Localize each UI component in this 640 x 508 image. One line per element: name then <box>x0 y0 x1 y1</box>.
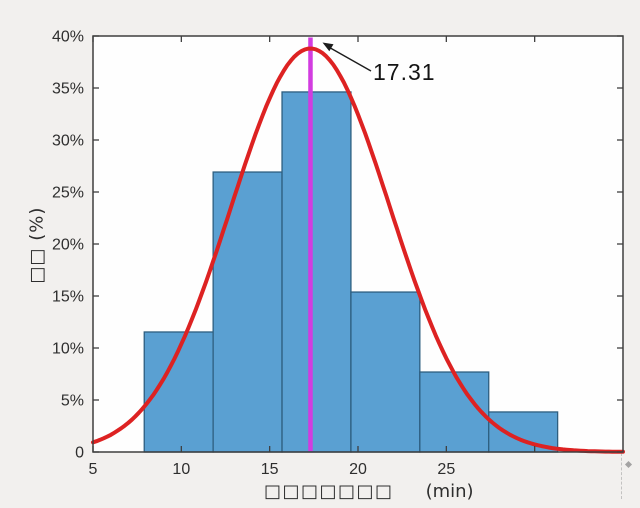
histogram-bar <box>212 171 283 453</box>
x-tick-label: 25 <box>437 461 455 478</box>
y-tick-label: 20% <box>52 237 84 254</box>
x-tick-label: 20 <box>349 461 367 478</box>
y-tick-label: 15% <box>52 289 84 306</box>
y-tick-label: 5% <box>61 393 84 410</box>
x-axis-label: □□□□□□□ (min) <box>264 481 474 502</box>
mouse-cursor-artifact <box>621 453 633 499</box>
x-tick-label: 15 <box>261 461 279 478</box>
x-tick-label: 5 <box>89 461 98 478</box>
y-tick-label: 35% <box>52 81 84 98</box>
annotation-arrow-line <box>329 46 372 72</box>
y-tick-label: 40% <box>52 29 84 46</box>
normal-fit-curve <box>91 46 625 454</box>
histogram-bar <box>281 91 352 453</box>
y-axis-label: □□ (%) <box>27 207 48 284</box>
y-tick-label: 0 <box>75 445 84 462</box>
cursor-dot <box>624 460 633 469</box>
annotation-arrowhead <box>322 42 334 52</box>
y-tick-label: 30% <box>52 133 84 150</box>
mean-value-annotation: 17.31 <box>373 59 436 85</box>
x-tick-label: 10 <box>172 461 190 478</box>
y-tick-label: 25% <box>52 185 84 202</box>
x-axis-label-unit: (min) <box>425 481 474 502</box>
histogram-bar <box>419 371 490 453</box>
y-tick-label: 10% <box>52 341 84 358</box>
y-axis-label-text: □□ (%) <box>26 206 48 284</box>
histogram-bar <box>350 291 421 453</box>
x-axis-label-cjk: □□□□□□□ <box>264 481 394 502</box>
